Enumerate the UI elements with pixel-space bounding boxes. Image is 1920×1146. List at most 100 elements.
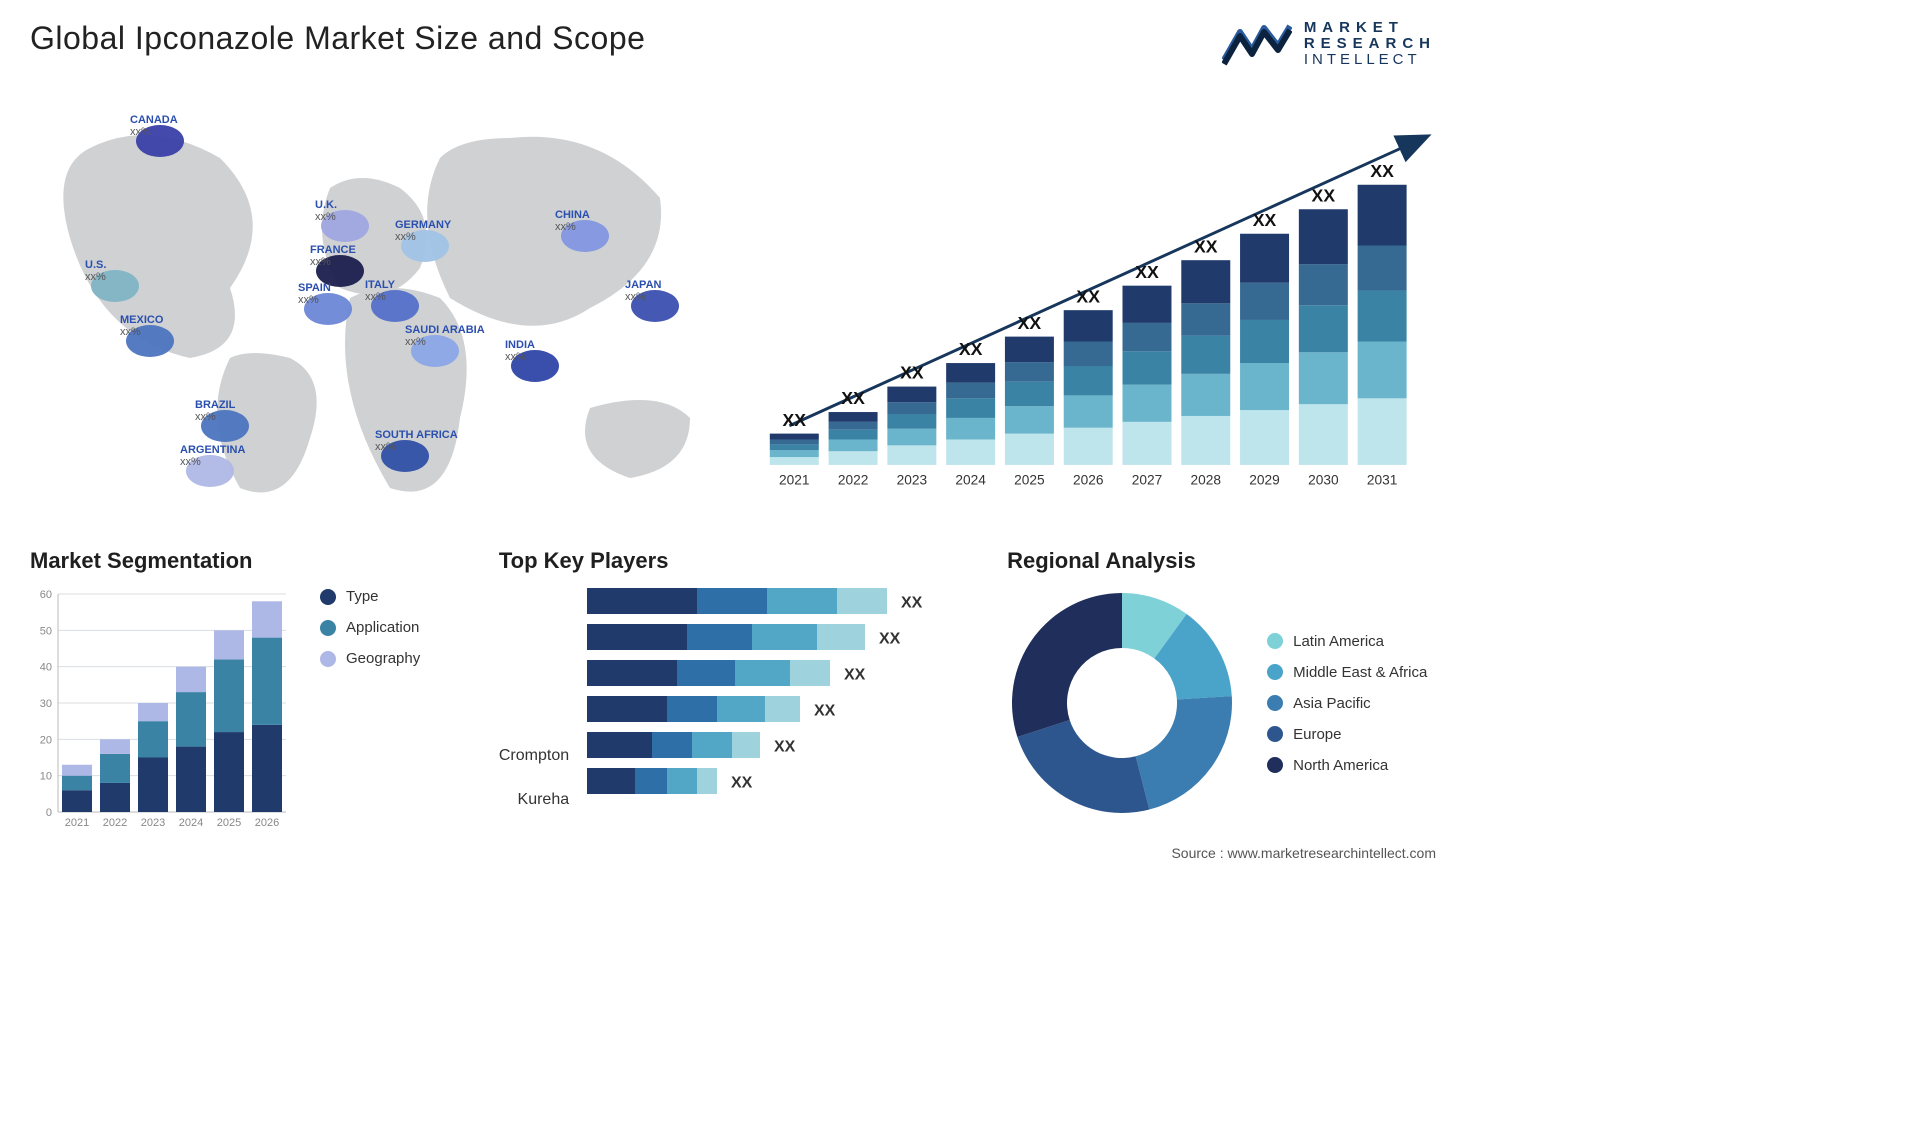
svg-text:2022: 2022 <box>838 473 868 488</box>
legend-label: North America <box>1293 757 1388 774</box>
svg-text:SPAIN: SPAIN <box>298 282 331 294</box>
logo-line-3: INTELLECT <box>1304 52 1436 68</box>
regional-title: Regional Analysis <box>1007 548 1436 574</box>
svg-text:2026: 2026 <box>255 817 279 829</box>
svg-text:2031: 2031 <box>1367 473 1397 488</box>
segmentation-panel: Market Segmentation 01020304050602021202… <box>30 548 459 843</box>
svg-text:xx%: xx% <box>395 231 416 243</box>
source-label: Source : www.marketresearchintellect.com <box>1171 845 1436 861</box>
svg-text:XX: XX <box>1076 286 1100 306</box>
players-labels: Crompton Kureha <box>499 607 569 823</box>
svg-text:2024: 2024 <box>179 817 203 829</box>
segmentation-chart: 0102030405060202120222023202420252026 <box>30 588 290 843</box>
brand-logo: MARKET RESEARCH INTELLECT <box>1222 20 1436 68</box>
svg-text:XX: XX <box>814 703 836 720</box>
legend-swatch-icon <box>320 589 336 605</box>
svg-text:2021: 2021 <box>65 817 89 829</box>
logo-line-1: MARKET <box>1304 20 1436 36</box>
legend-label: Latin America <box>1293 633 1384 650</box>
world-map: CANADAxx%U.S.xx%MEXICOxx%BRAZILxx%ARGENT… <box>30 88 720 508</box>
svg-text:2028: 2028 <box>1191 473 1222 488</box>
svg-text:XX: XX <box>783 410 807 430</box>
segmentation-title: Market Segmentation <box>30 548 459 574</box>
svg-text:2023: 2023 <box>897 473 928 488</box>
svg-text:ARGENTINA: ARGENTINA <box>180 444 245 456</box>
svg-text:2030: 2030 <box>1308 473 1339 488</box>
svg-text:2025: 2025 <box>1014 473 1045 488</box>
svg-text:xx%: xx% <box>505 351 526 363</box>
legend-label: Europe <box>1293 726 1341 743</box>
svg-text:XX: XX <box>1312 185 1336 205</box>
svg-text:2021: 2021 <box>779 473 809 488</box>
bottom-row: Market Segmentation 01020304050602021202… <box>30 548 1436 843</box>
svg-text:xx%: xx% <box>555 221 576 233</box>
svg-text:2023: 2023 <box>141 817 165 829</box>
svg-text:XX: XX <box>774 739 796 756</box>
svg-text:XX: XX <box>879 631 901 648</box>
svg-text:xx%: xx% <box>365 291 386 303</box>
svg-text:2022: 2022 <box>103 817 127 829</box>
svg-text:xx%: xx% <box>625 291 646 303</box>
svg-text:2029: 2029 <box>1249 473 1279 488</box>
svg-text:JAPAN: JAPAN <box>625 279 662 291</box>
legend-item: Application <box>320 619 420 636</box>
svg-text:xx%: xx% <box>298 294 319 306</box>
legend-swatch-icon <box>320 620 336 636</box>
regional-panel: Regional Analysis Latin America Middle Ea… <box>1007 548 1436 843</box>
forecast-chart: XX2021XX2022XX2023XX2024XX2025XX2026XX20… <box>760 128 1436 508</box>
svg-text:XX: XX <box>1135 262 1159 282</box>
svg-text:CANADA: CANADA <box>130 114 178 126</box>
svg-text:MEXICO: MEXICO <box>120 314 164 326</box>
svg-text:60: 60 <box>40 589 52 601</box>
svg-text:xx%: xx% <box>375 441 396 453</box>
page-title: Global Ipconazole Market Size and Scope <box>30 20 645 57</box>
svg-text:40: 40 <box>40 662 52 674</box>
regional-legend: Latin America Middle East & Africa Asia Pa… <box>1267 633 1427 774</box>
svg-text:CHINA: CHINA <box>555 209 590 221</box>
legend-item: Middle East & Africa <box>1267 664 1427 681</box>
svg-text:INDIA: INDIA <box>505 339 535 351</box>
svg-text:XX: XX <box>959 339 983 359</box>
svg-text:20: 20 <box>40 734 52 746</box>
forecast-chart-panel: XX2021XX2022XX2023XX2024XX2025XX2026XX20… <box>760 128 1436 508</box>
svg-text:xx%: xx% <box>310 256 331 268</box>
legend-swatch-icon <box>1267 757 1283 773</box>
svg-text:U.S.: U.S. <box>85 259 106 271</box>
player-label: Crompton <box>499 743 569 769</box>
legend-swatch-icon <box>1267 695 1283 711</box>
legend-swatch-icon <box>1267 633 1283 649</box>
svg-text:xx%: xx% <box>180 456 201 468</box>
legend-item: Type <box>320 588 420 605</box>
player-label: Kureha <box>518 787 570 813</box>
svg-text:XX: XX <box>1370 161 1394 181</box>
legend-label: Asia Pacific <box>1293 695 1371 712</box>
players-panel: Top Key Players Crompton Kureha XX XX XX XX X… <box>499 548 967 843</box>
segmentation-legend: Type Application Geography <box>320 588 420 667</box>
svg-text:BRAZIL: BRAZIL <box>195 399 236 411</box>
svg-text:XX: XX <box>1018 313 1042 333</box>
players-title: Top Key Players <box>499 548 967 574</box>
svg-text:0: 0 <box>46 807 52 819</box>
svg-text:xx%: xx% <box>315 211 336 223</box>
svg-text:xx%: xx% <box>195 411 216 423</box>
regional-donut <box>1007 588 1237 818</box>
legend-item: North America <box>1267 757 1427 774</box>
svg-text:ITALY: ITALY <box>365 279 396 291</box>
svg-text:XX: XX <box>844 667 866 684</box>
header: Global Ipconazole Market Size and Scope … <box>30 20 1436 68</box>
legend-item: Geography <box>320 650 420 667</box>
svg-text:30: 30 <box>40 698 52 710</box>
svg-text:GERMANY: GERMANY <box>395 219 452 231</box>
legend-swatch-icon <box>320 651 336 667</box>
svg-text:XX: XX <box>901 595 923 612</box>
svg-text:xx%: xx% <box>130 126 151 138</box>
svg-text:xx%: xx% <box>85 271 106 283</box>
svg-text:10: 10 <box>40 771 52 783</box>
svg-text:XX: XX <box>1194 236 1218 256</box>
svg-text:2026: 2026 <box>1073 473 1104 488</box>
svg-text:XX: XX <box>841 388 865 408</box>
legend-label: Geography <box>346 650 420 667</box>
legend-label: Application <box>346 619 419 636</box>
svg-text:XX: XX <box>1253 210 1277 230</box>
svg-text:XX: XX <box>731 775 753 792</box>
